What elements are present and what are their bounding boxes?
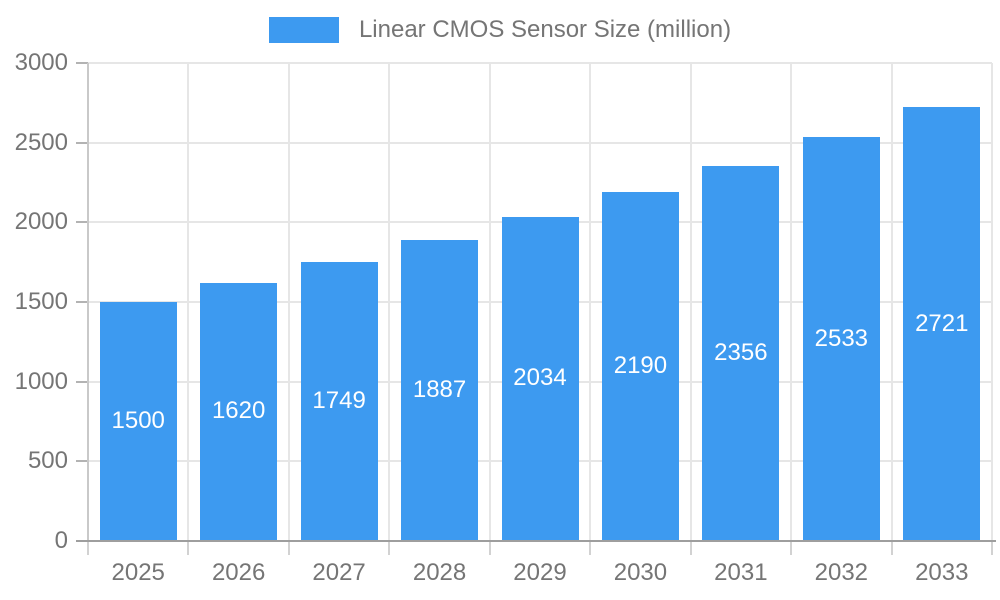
- y-tick-label: 2000: [14, 208, 68, 236]
- gridline-vertical: [187, 63, 190, 541]
- x-axis-tick: [187, 541, 190, 555]
- x-axis-tick: [689, 541, 692, 555]
- x-axis-tick: [488, 541, 491, 555]
- x-axis-tick: [790, 541, 793, 555]
- x-axis-tick: [589, 541, 592, 555]
- y-tick-label: 1000: [14, 367, 68, 395]
- y-axis-tick: [76, 380, 88, 383]
- gridline-vertical: [388, 63, 391, 541]
- y-tick-label: 0: [54, 527, 68, 554]
- bar-value-label: 1620: [211, 397, 266, 425]
- y-tick-label: 2500: [14, 128, 68, 156]
- x-tick-label: 2028: [412, 559, 467, 586]
- y-axis-tick: [76, 221, 88, 224]
- x-axis-line: [76, 540, 996, 542]
- y-axis-tick: [76, 141, 88, 144]
- bar-2031[interactable]: 2356: [702, 165, 780, 540]
- bar-2026[interactable]: 1620: [200, 282, 278, 540]
- x-tick-label: 2030: [613, 559, 668, 586]
- bar-value-label: 1887: [412, 376, 467, 404]
- legend-swatch-icon: [268, 17, 339, 43]
- x-tick-label: 2031: [714, 559, 768, 586]
- x-tick-label: 2032: [814, 559, 869, 586]
- x-tick-label: 2026: [211, 559, 266, 586]
- y-tick-label: 500: [27, 447, 68, 475]
- y-axis-tick: [76, 62, 88, 64]
- bar-value-label: 1500: [111, 407, 165, 434]
- gridline-vertical: [991, 63, 993, 541]
- gridline-horizontal: [88, 141, 992, 144]
- legend[interactable]: Linear CMOS Sensor Size (million): [0, 16, 1000, 44]
- bar-value-label: 2721: [915, 309, 969, 337]
- gridline-horizontal: [88, 62, 992, 64]
- gridline-vertical: [790, 63, 793, 541]
- x-tick-label: 2033: [915, 559, 969, 586]
- bar-value-label: 1749: [312, 387, 366, 415]
- x-axis-tick: [991, 541, 993, 555]
- y-axis-tick: [76, 301, 88, 303]
- y-axis-tick: [76, 460, 88, 463]
- x-tick-label: 2025: [111, 559, 165, 586]
- bar-2028[interactable]: 1887: [401, 240, 479, 540]
- gridline-vertical: [287, 63, 290, 541]
- bar-2032[interactable]: 2533: [802, 137, 880, 540]
- bar-2025[interactable]: 1500: [99, 302, 177, 540]
- gridline-vertical: [87, 63, 89, 541]
- bar-2033[interactable]: 2721: [903, 107, 981, 540]
- gridline-vertical: [488, 63, 491, 541]
- y-tick-label: 3000: [14, 49, 68, 76]
- gridline-vertical: [890, 63, 893, 541]
- legend-label: Linear CMOS Sensor Size (million): [358, 16, 732, 43]
- bar-value-label: 2034: [513, 364, 567, 392]
- x-axis-tick: [287, 541, 290, 555]
- bar-value-label: 2533: [814, 324, 869, 352]
- y-tick-label: 1500: [14, 288, 68, 315]
- x-tick-label: 2027: [312, 559, 366, 586]
- gridline-vertical: [589, 63, 592, 541]
- bar-2030[interactable]: 2190: [601, 192, 679, 540]
- x-axis-tick: [388, 541, 391, 555]
- x-axis-tick: [890, 541, 893, 555]
- bar-value-label: 2190: [613, 352, 668, 380]
- bar-value-label: 2356: [714, 338, 768, 366]
- gridline-vertical: [689, 63, 692, 541]
- x-axis-tick: [87, 541, 89, 555]
- x-tick-label: 2029: [513, 559, 567, 586]
- bar-2029[interactable]: 2034: [501, 216, 579, 540]
- bar-2027[interactable]: 1749: [300, 262, 378, 540]
